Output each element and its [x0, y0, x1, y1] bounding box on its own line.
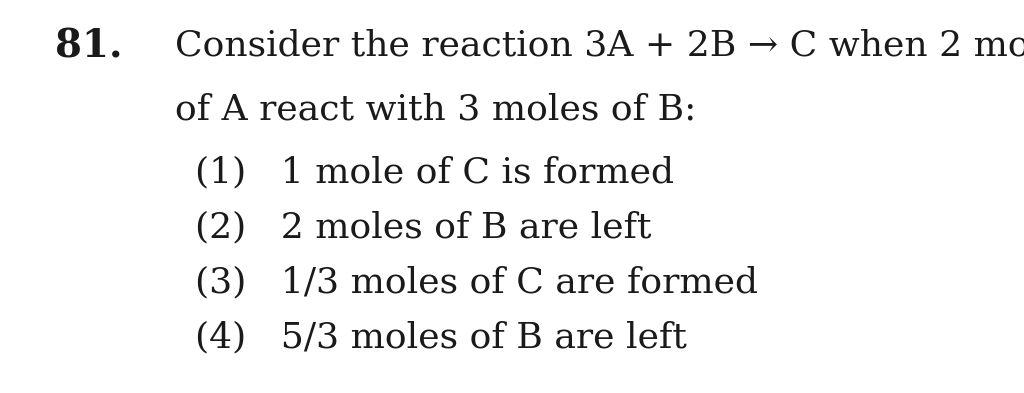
Text: (1)   1 mole of C is formed: (1) 1 mole of C is formed [195, 155, 674, 189]
Text: of A react with 3 moles of B:: of A react with 3 moles of B: [175, 92, 696, 126]
Text: (4)   5/3 moles of B are left: (4) 5/3 moles of B are left [195, 320, 687, 354]
Text: 81.: 81. [55, 28, 123, 66]
Text: Consider the reaction 3A + 2B → C when 2 moles: Consider the reaction 3A + 2B → C when 2… [175, 28, 1024, 62]
Text: (2)   2 moles of B are left: (2) 2 moles of B are left [195, 210, 651, 244]
Text: (3)   1/3 moles of C are formed: (3) 1/3 moles of C are formed [195, 265, 758, 299]
